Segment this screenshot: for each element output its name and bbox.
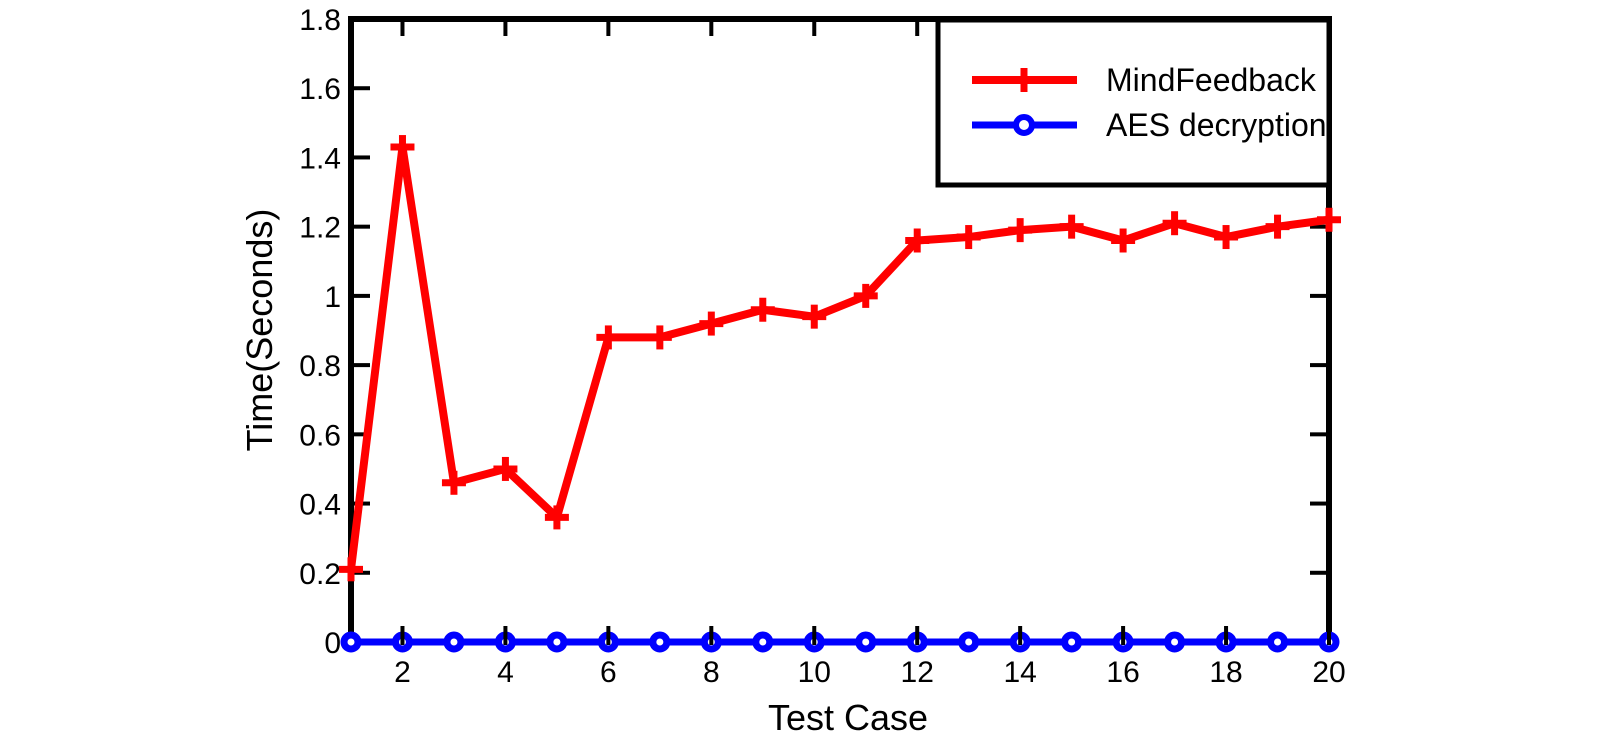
aes-marker [1061,631,1083,653]
legend-label-mindfeedback: MindFeedback [1106,62,1317,98]
legend-label-aes: AES decryption [1106,107,1327,143]
x-tick-label: 10 [798,656,831,689]
aes-marker [443,631,465,653]
legend-sample-mindfeedback [972,68,1077,92]
legend-border [935,17,1332,188]
x-tick-label: 16 [1106,656,1139,689]
x-axis-title: Test Case [768,697,928,738]
aes-marker [958,631,980,653]
aes-marker [855,631,877,653]
aes-marker [1267,631,1289,653]
y-tick-label: 1.4 [299,142,341,175]
aes-marker [340,631,362,653]
legend-box: MindFeedback AES decryption [935,17,1332,188]
x-tick-label: 20 [1312,656,1345,689]
y-tick-label: 1 [324,281,341,314]
aes-marker [546,631,568,653]
y-tick-label: 1.8 [299,4,341,37]
y-tick-label: 0.2 [299,558,341,591]
legend-marker-circle [1013,114,1035,136]
mindfeedback-line [347,143,1330,570]
legend-sample-aes [972,114,1077,136]
series-aes-decryption [340,631,1340,653]
x-tick-label: 2 [394,656,411,689]
y-tick-label: 0.8 [299,350,341,383]
x-tick-label: 14 [1003,656,1036,689]
x-tick-label: 12 [901,656,934,689]
series-mindfeedback [339,135,1341,582]
y-tick-labels: 0 0.2 0.4 0.6 0.8 1 1.2 1.4 1.6 1.8 [299,4,341,660]
x-tick-label: 4 [497,656,514,689]
aes-marker [1164,631,1186,653]
x-tick-label: 8 [703,656,720,689]
aes-marker [649,631,671,653]
y-tick-label: 1.6 [299,73,341,106]
y-axis-title: Time(Seconds) [239,209,280,452]
x-tick-label: 18 [1209,656,1242,689]
y-tick-label: 0 [324,627,341,660]
y-tick-label: 0.4 [299,489,341,522]
y-tick-label: 0.6 [299,419,341,452]
y-tick-label: 1.2 [299,212,341,245]
aes-marker [752,631,774,653]
x-tick-labels: 2 4 6 8 10 12 14 16 18 20 [394,656,1346,689]
x-axis-ticks-bottom [400,626,1331,645]
x-tick-label: 6 [600,656,617,689]
